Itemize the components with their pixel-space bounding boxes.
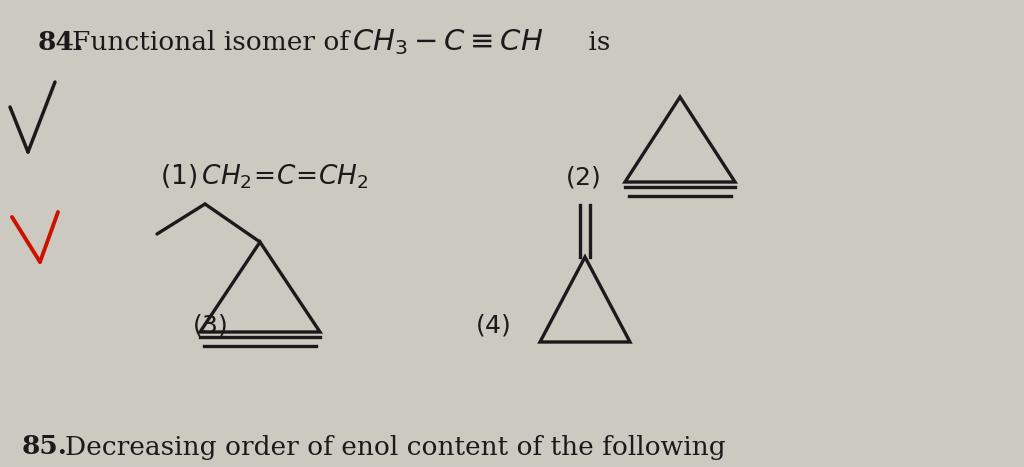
Text: is: is bbox=[580, 29, 610, 55]
Text: $CH_3-C\equiv CH$: $CH_3-C\equiv CH$ bbox=[352, 27, 544, 57]
Text: 85.: 85. bbox=[22, 434, 68, 460]
Text: $(1)\,CH_2\!=\!C\!=\!CH_2$: $(1)\,CH_2\!=\!C\!=\!CH_2$ bbox=[160, 163, 369, 191]
Text: $(4)$: $(4)$ bbox=[475, 312, 510, 338]
Text: Decreasing order of enol content of the following: Decreasing order of enol content of the … bbox=[65, 434, 726, 460]
Text: $(2)$: $(2)$ bbox=[565, 164, 600, 190]
Text: Functional isomer of: Functional isomer of bbox=[72, 29, 349, 55]
Text: 84.: 84. bbox=[38, 29, 84, 55]
Text: $(3)$: $(3)$ bbox=[193, 312, 227, 338]
